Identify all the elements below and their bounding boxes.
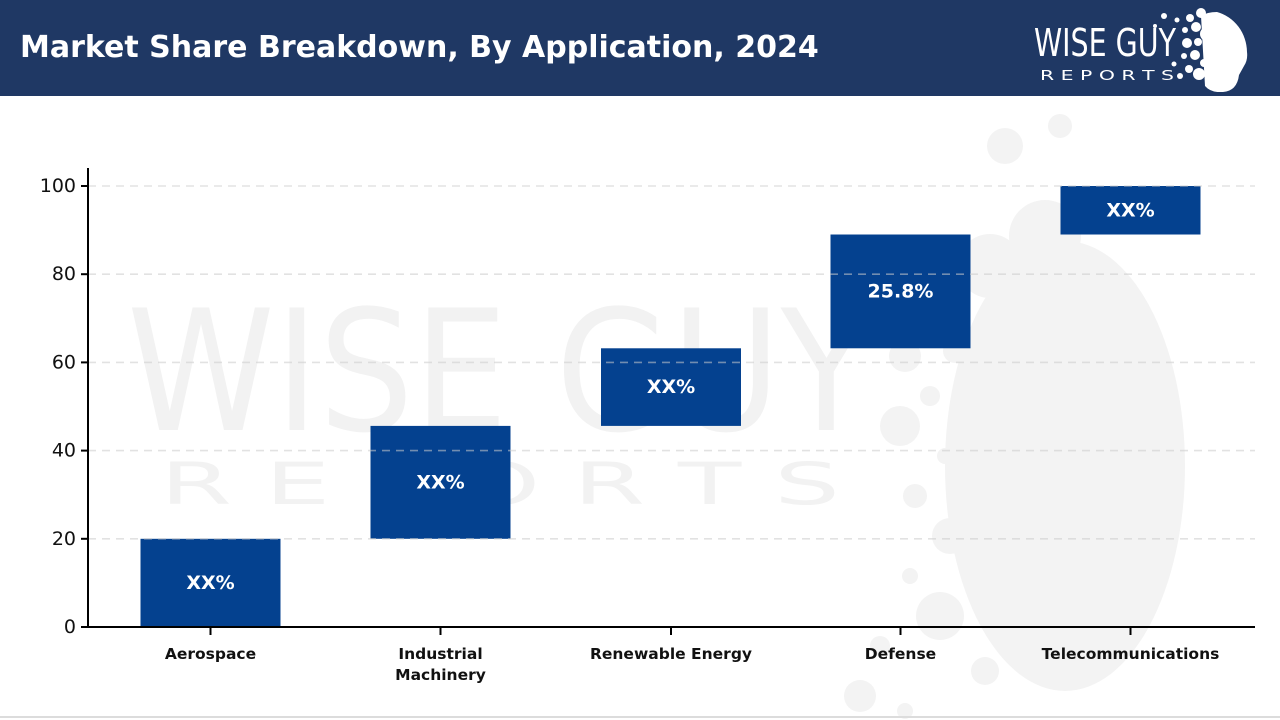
bottom-divider xyxy=(0,716,1280,718)
gridlines-layer xyxy=(88,185,1255,540)
y-tick-label-40: 40 xyxy=(52,440,76,462)
bar-value-label-defense: 25.8% xyxy=(868,280,934,302)
y-tick-label-20: 20 xyxy=(52,528,76,550)
bar-aerospace xyxy=(140,538,281,627)
logo-sub-wordmark: R E P O R T S xyxy=(1040,69,1174,84)
x-category-label-defense: Defense xyxy=(865,645,936,663)
bar-defense xyxy=(830,234,971,349)
bar-telecommunications xyxy=(1060,186,1201,235)
x-category-label-industrial-machinery-line2: Machinery xyxy=(395,666,486,684)
header-bar: Market Share Breakdown, By Application, … xyxy=(0,0,1280,96)
axes-layer xyxy=(81,168,1255,635)
x-category-label-aerospace: Aerospace xyxy=(165,645,256,663)
labels-layer: 0 20 40 60 80 100 Aerospace Industrial Machinery… xyxy=(40,175,1220,684)
y-tick-label-0: 0 xyxy=(64,616,76,638)
logo-dotted-face-icon xyxy=(1153,8,1248,92)
bars-layer: XX% XX% XX% 25.8% XX% xyxy=(140,186,1201,627)
bar-value-label-telecommunications: XX% xyxy=(1106,199,1154,221)
bar-renewable-energy xyxy=(601,348,741,426)
y-tick-label-60: 60 xyxy=(52,351,76,373)
bar-value-label-renewable-energy: XX% xyxy=(647,376,695,398)
logo-wordmark: WISE GUY xyxy=(1034,21,1177,65)
x-category-label-telecommunications: Telecommunications xyxy=(1042,645,1220,663)
page-title: Market Share Breakdown, By Application, … xyxy=(20,30,819,65)
chart-area: WISE GUY R E P O R T S XX%XX%XX%25.8%XX%… xyxy=(0,96,1280,720)
x-category-label-industrial-machinery-line1: Industrial xyxy=(398,645,482,663)
waterfall-chart: WISE GUY R E P O R T S XX%XX%XX%25.8%XX%… xyxy=(40,114,1255,719)
bar-industrial-machinery xyxy=(370,425,511,539)
y-tick-label-100: 100 xyxy=(40,175,76,197)
brand-logo: WISE GUY R E P O R T S xyxy=(1034,8,1248,92)
y-tick-label-80: 80 xyxy=(52,263,76,285)
bar-value-label-aerospace: XX% xyxy=(186,572,234,594)
bar-value-label-industrial-machinery: XX% xyxy=(416,471,464,493)
x-category-label-renewable-energy: Renewable Energy xyxy=(590,645,752,663)
